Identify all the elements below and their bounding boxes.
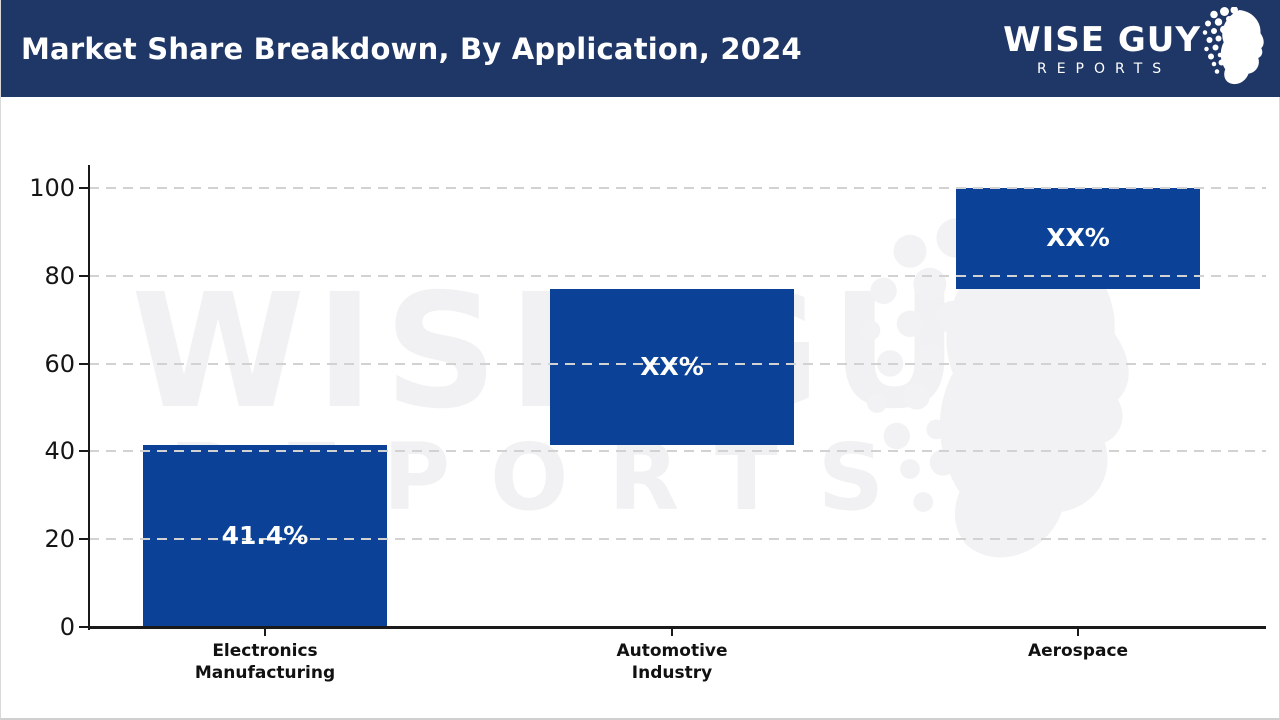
bar-2: [550, 288, 794, 446]
x-tickmark-2: [671, 627, 673, 636]
y-tickmark-60: [79, 362, 88, 365]
plot-area: 41.4% XX% XX% 0 20 40 60 80 100 Electronics Manuf…: [1, 97, 1280, 718]
x-axis-line: [88, 626, 1266, 629]
y-tick-label-80: 80: [44, 261, 75, 290]
y-tickmark-20: [79, 538, 88, 541]
y-tick-label-40: 40: [44, 437, 75, 466]
y-tickmark-40: [79, 450, 88, 453]
gridline-60: [89, 362, 1266, 365]
header-bar: Market Share Breakdown, By Application, …: [1, 0, 1280, 97]
logo-wordmark: WISE GUY: [1003, 19, 1201, 60]
gridline-100: [89, 187, 1266, 189]
y-axis-line: [88, 165, 90, 630]
logo-text: WISE GUY REPORTS: [1003, 22, 1201, 77]
gridline-20: [89, 538, 1266, 541]
y-tickmark-0: [79, 626, 88, 628]
y-tickmark-80: [79, 274, 88, 277]
x-tickmark-3: [1077, 627, 1079, 636]
x-axis-label-1: Electronics Manufacturing: [194, 641, 336, 684]
bar-value-label-1: 41.4%: [221, 521, 309, 551]
y-tick-label-20: 20: [44, 525, 75, 554]
chart-title: Market Share Breakdown, By Application, …: [21, 31, 802, 66]
wiseguy-logo: WISE GUY REPORTS: [1003, 6, 1271, 92]
y-tickmark-100: [79, 187, 88, 189]
y-tick-label-100: 100: [29, 174, 75, 202]
bar-value-label-3: XX%: [1046, 223, 1110, 253]
x-axis-label-2: Automotive Industry: [616, 641, 728, 684]
logo-subtitle: REPORTS: [1036, 60, 1172, 77]
y-tick-label-60: 60: [44, 349, 75, 378]
x-tickmark-1: [264, 627, 266, 636]
bar-3: [956, 188, 1200, 289]
y-tick-label-0: 0: [59, 613, 75, 641]
bar-1: [143, 445, 387, 627]
bar-value-label-2: XX%: [640, 352, 704, 382]
gridline-80: [89, 274, 1266, 277]
x-axis-label-3: Aerospace: [1027, 641, 1129, 661]
gridline-40: [89, 450, 1266, 453]
